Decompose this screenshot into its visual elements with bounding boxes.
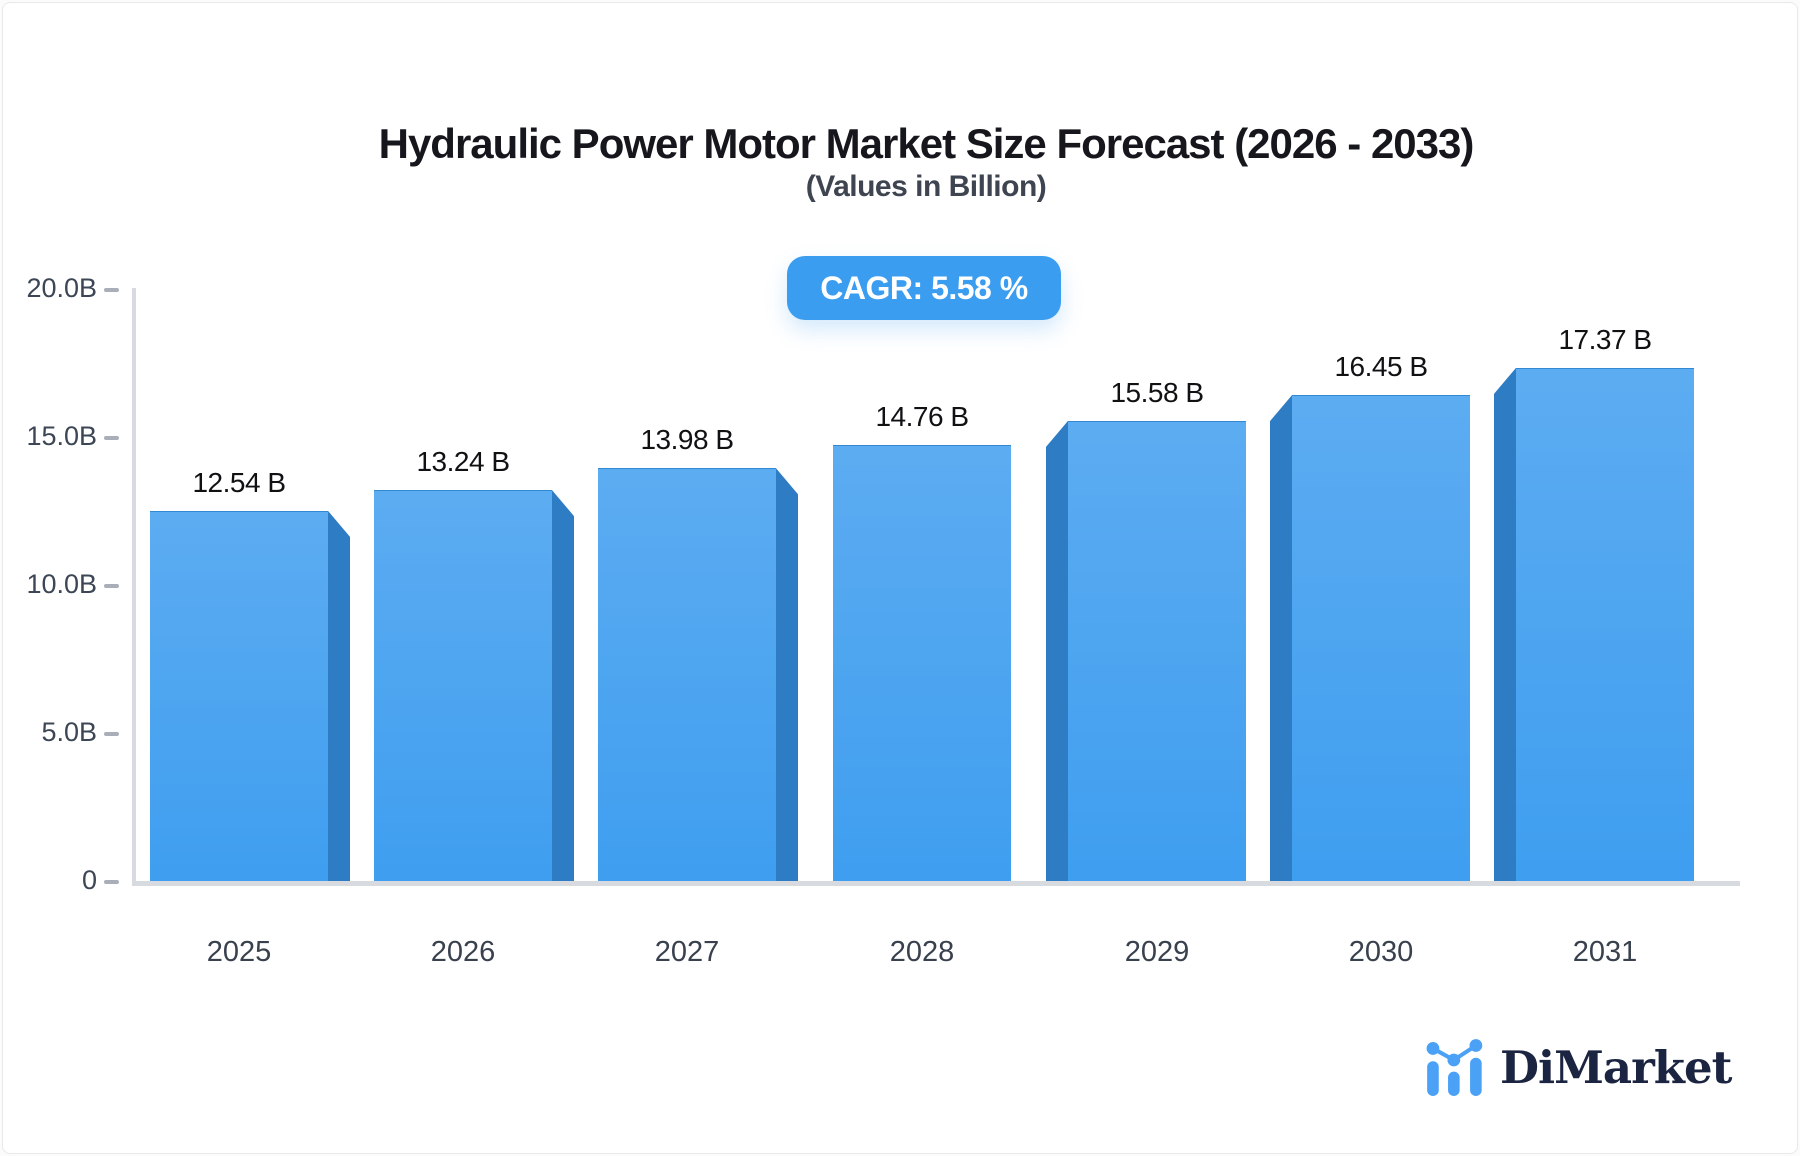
bar-2030 — [1292, 395, 1470, 882]
brand-logo: DiMarket — [1424, 1038, 1732, 1096]
y-axis-tick-label: 15.0B — [26, 421, 97, 451]
x-axis-category-label: 2026 — [430, 936, 496, 968]
x-axis-category-label: 2031 — [1572, 936, 1638, 968]
chart-title: Hydraulic Power Motor Market Size Foreca… — [378, 120, 1475, 167]
y-axis-tick-mark — [104, 880, 119, 884]
bar-2026 — [374, 490, 552, 882]
bar-value-label: 12.54 B — [192, 466, 286, 498]
bar-value-label: 15.58 B — [1110, 376, 1204, 408]
bar-value-label: 14.76 B — [875, 401, 969, 433]
bar-line-chart-icon — [1426, 1039, 1483, 1096]
x-axis-category-label: 2028 — [889, 936, 955, 968]
brand-logo-text: DiMarket — [1500, 1040, 1732, 1094]
bar-2028 — [833, 445, 1011, 882]
x-axis-baseline — [132, 881, 1740, 886]
x-axis-category-label: 2025 — [206, 936, 272, 968]
y-axis-tick-mark — [104, 584, 119, 588]
bar-2025 — [150, 510, 328, 882]
bar-value-label: 16.45 B — [1334, 351, 1428, 383]
bar-value-label: 13.98 B — [640, 424, 734, 456]
bar-2027 — [598, 468, 776, 882]
y-axis-tick-mark — [104, 288, 119, 292]
bar-value-label: 13.24 B — [416, 446, 510, 478]
y-axis-tick-label: 20.0B — [26, 273, 97, 303]
bar-side-2029 — [1046, 420, 1068, 882]
bar-value-label: 17.37 B — [1558, 323, 1652, 355]
x-axis-category-label: 2030 — [1348, 936, 1414, 968]
y-axis-tick-label: 0 — [81, 865, 97, 895]
bar-side-2027 — [776, 468, 798, 882]
y-axis-tick-label: 10.0B — [26, 569, 97, 599]
bar-side-2026 — [552, 490, 574, 882]
y-axis-tick-mark — [104, 732, 119, 736]
bar-side-2025 — [328, 510, 350, 882]
y-axis-tick-mark — [104, 436, 119, 440]
y-axis-tick-label: 5.0B — [41, 717, 97, 747]
bar-side-2031 — [1494, 367, 1516, 882]
cagr-badge: CAGR: 5.58 % — [787, 256, 1061, 320]
bar-2031 — [1516, 367, 1694, 882]
x-axis-category-label: 2027 — [654, 936, 720, 968]
bar-2029 — [1068, 420, 1246, 882]
cagr-badge-label: CAGR: 5.58 % — [820, 269, 1028, 306]
bar-side-2030 — [1270, 395, 1292, 882]
chart-subtitle: (Values in Billion) — [805, 170, 1047, 203]
x-axis-category-label: 2029 — [1124, 936, 1190, 968]
y-axis-line — [132, 288, 136, 884]
